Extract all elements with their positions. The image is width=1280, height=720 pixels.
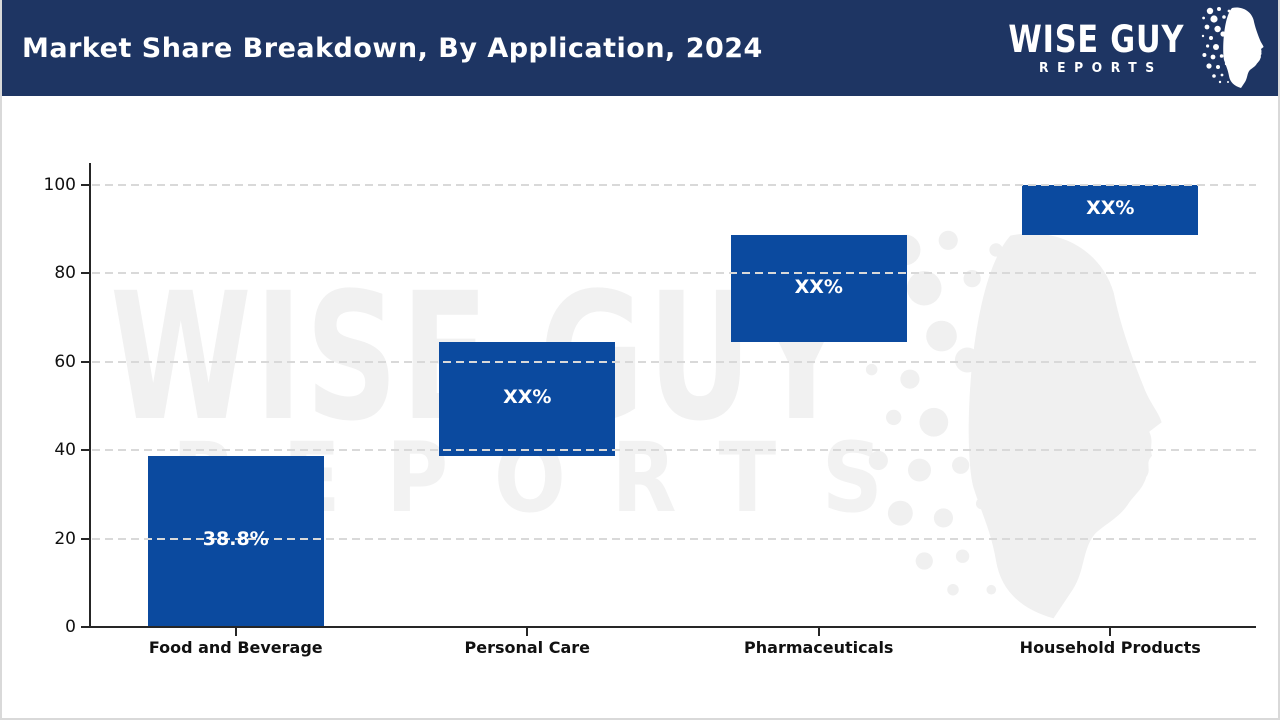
y-tick-label-0: 0	[65, 617, 76, 637]
bar-value-label-personal-care: XX%	[503, 385, 552, 408]
x-axis	[89, 626, 1256, 628]
wise-guy-reports-logo: WISE GUY REPORTS	[989, 0, 1270, 96]
bar-personal-care	[439, 341, 616, 456]
y-tick-0	[81, 626, 90, 628]
x-category-label-household-products: Household Products	[1019, 638, 1201, 657]
x-tick-household-products	[1109, 628, 1112, 636]
gridline-60	[92, 360, 1256, 363]
x-category-label-pharmaceuticals: Pharmaceuticals	[744, 638, 894, 657]
y-tick-label-20: 20	[54, 528, 76, 549]
bar-food-and-beverage	[147, 455, 324, 627]
logo-dot-head-icon	[1201, 7, 1264, 88]
bar-value-label-pharmaceuticals: XX%	[794, 275, 843, 298]
gridline-40	[92, 449, 1256, 452]
watermark-dot-head-icon	[865, 230, 1162, 619]
y-tick-label-40: 40	[54, 440, 76, 461]
gridline-20	[92, 537, 1256, 540]
logo-wordmark: WISE GUY	[1008, 17, 1185, 61]
x-tick-pharmaceuticals	[817, 628, 820, 636]
y-tick-label-80: 80	[54, 263, 76, 284]
bar-value-label-household-products: XX%	[1086, 197, 1135, 220]
x-category-label-food-and-beverage: Food and Beverage	[148, 638, 323, 657]
y-tick-100	[81, 184, 90, 187]
y-tick-80	[81, 272, 90, 275]
y-axis	[89, 163, 91, 628]
logo-subtitle: REPORTS	[1039, 60, 1163, 76]
header-bar: Market Share Breakdown, By Application, …	[2, 0, 1278, 96]
logo-text: WISE GUY REPORTS	[989, 17, 1204, 76]
x-category-label-personal-care: Personal Care	[464, 638, 590, 657]
y-tick-label-100: 100	[43, 175, 76, 196]
gridline-100	[92, 184, 1256, 187]
y-tick-20	[81, 537, 90, 540]
gridline-80	[92, 272, 1256, 275]
page-title: Market Share Breakdown, By Application, …	[22, 32, 763, 64]
x-tick-food-and-beverage	[234, 628, 237, 636]
y-tick-label-60: 60	[54, 351, 76, 372]
bar-value-label-food-and-beverage: 38.8%	[202, 528, 269, 551]
y-tick-40	[81, 449, 90, 452]
y-tick-60	[81, 360, 90, 363]
bar-household-products	[1022, 185, 1199, 236]
x-tick-personal-care	[526, 628, 529, 636]
